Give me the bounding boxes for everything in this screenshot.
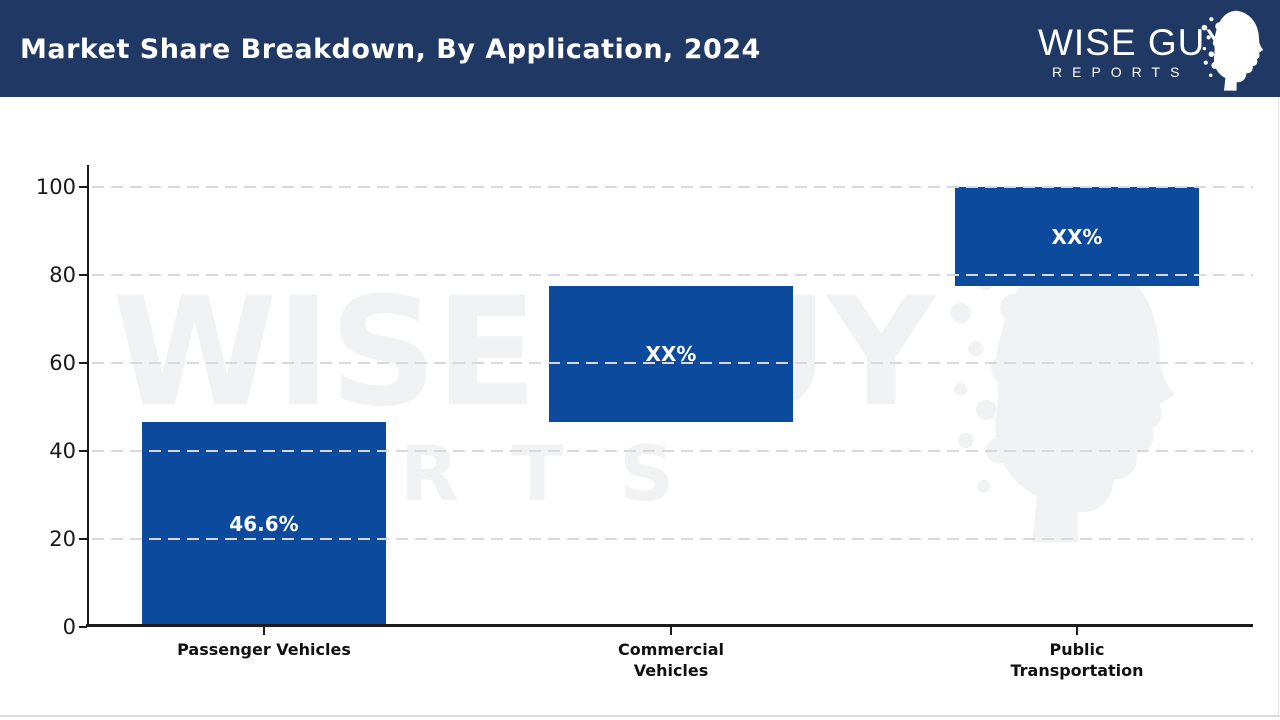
gridline-20 <box>92 538 1253 540</box>
x-axis-spine <box>86 624 1253 627</box>
watermark-text-wiseguy: WISE GUY <box>112 266 936 440</box>
x-tick-mark-3 <box>1076 627 1078 635</box>
brand-logo-face-icon <box>1201 10 1264 91</box>
y-tick-label-80: 80 <box>49 263 76 287</box>
y-tick-label-100: 100 <box>35 175 76 199</box>
watermark-face-logo-icon <box>950 251 1175 543</box>
gridline-60 <box>92 362 1253 364</box>
bottom-border-line <box>0 715 1280 717</box>
y-tick-mark-0 <box>79 626 87 628</box>
brand-logo: WISE GUY REPORTS <box>1010 6 1266 92</box>
bar-segment-1 <box>142 421 386 627</box>
brand-logo-wiseguy-text: WISE GUY <box>1038 22 1232 63</box>
bar-value-label-1: 46.6% <box>229 512 299 537</box>
right-border-line <box>1278 97 1279 715</box>
header-bar: Market Share Breakdown, By Application, … <box>0 0 1280 97</box>
x-tick-mark-2 <box>670 627 672 635</box>
x-tick-mark-1 <box>263 627 265 635</box>
bar-value-label-3: XX% <box>1051 224 1103 249</box>
y-tick-mark-100 <box>79 186 87 188</box>
bar-segment-3 <box>955 187 1199 286</box>
gridline-40 <box>92 450 1253 452</box>
y-tick-label-0: 0 <box>62 615 76 639</box>
y-tick-label-40: 40 <box>49 439 76 463</box>
bar-segment-2 <box>549 286 793 422</box>
y-tick-label-20: 20 <box>49 527 76 551</box>
y-tick-mark-80 <box>79 274 87 276</box>
chart-title: Market Share Breakdown, By Application, … <box>20 34 761 65</box>
y-tick-label-60: 60 <box>49 351 76 375</box>
gridline-80 <box>92 274 1253 276</box>
brand-logo-reports-text: REPORTS <box>1052 64 1190 80</box>
y-tick-mark-40 <box>79 450 87 452</box>
y-tick-mark-60 <box>79 362 87 364</box>
x-axis-label-3: Public Transportation <box>1010 640 1144 680</box>
y-axis-spine <box>87 165 89 627</box>
gridline-100 <box>92 186 1253 188</box>
x-axis-label-1: Passenger Vehicles <box>177 640 351 659</box>
y-tick-mark-20 <box>79 538 87 540</box>
bar-value-label-2: XX% <box>645 341 697 366</box>
x-axis-label-2: Commercial Vehicles <box>617 640 725 680</box>
